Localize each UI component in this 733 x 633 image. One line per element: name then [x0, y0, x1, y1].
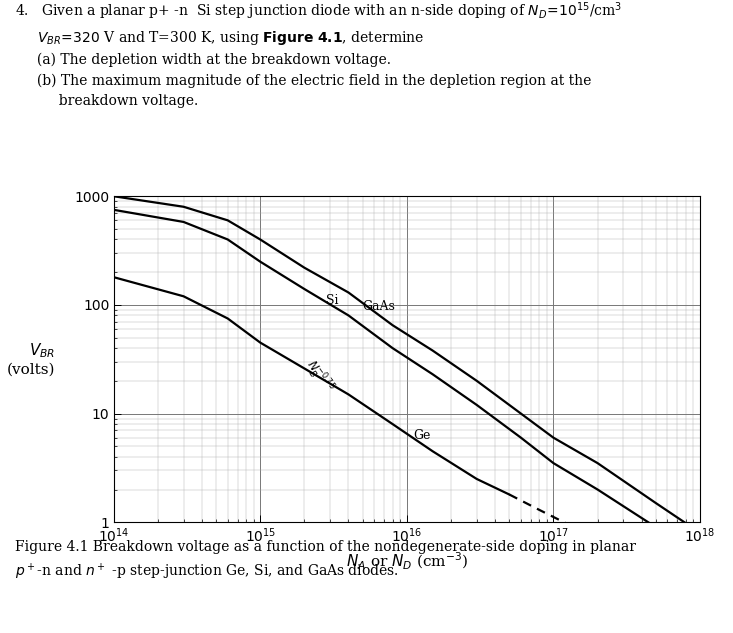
Text: Ge: Ge — [413, 429, 430, 442]
Text: Si: Si — [325, 294, 338, 307]
X-axis label: $N_A$ or $N_D$ (cm$^{-3}$): $N_A$ or $N_D$ (cm$^{-3}$) — [346, 551, 468, 572]
Text: GaAs: GaAs — [363, 299, 396, 313]
Text: $N_B^{-0.75}$: $N_B^{-0.75}$ — [300, 356, 337, 397]
Text: Figure 4.1 Breakdown voltage as a function of the nondegenerate-side doping in p: Figure 4.1 Breakdown voltage as a functi… — [15, 540, 636, 582]
Text: 4.   Given a planar p+ -n  Si step junction diode with an n-side doping of $N_D\: 4. Given a planar p+ -n Si step junction… — [15, 0, 622, 108]
Y-axis label: $V_{BR}$
(volts): $V_{BR}$ (volts) — [7, 342, 55, 377]
